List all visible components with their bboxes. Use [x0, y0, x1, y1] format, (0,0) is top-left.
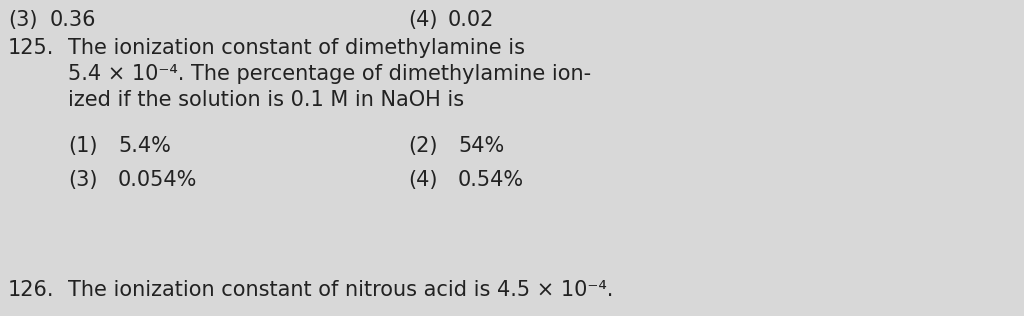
Text: 0.36: 0.36: [50, 10, 96, 30]
Text: 5.4%: 5.4%: [118, 136, 171, 156]
Text: 125.: 125.: [8, 38, 54, 58]
Text: (4): (4): [408, 10, 437, 30]
Text: (3): (3): [8, 10, 38, 30]
Text: ized if the solution is 0.1 M in NaOH is: ized if the solution is 0.1 M in NaOH is: [68, 90, 464, 110]
Text: 5.4 × 10⁻⁴. The percentage of dimethylamine ion-: 5.4 × 10⁻⁴. The percentage of dimethylam…: [68, 64, 591, 84]
Text: The ionization constant of nitrous acid is 4.5 × 10⁻⁴.: The ionization constant of nitrous acid …: [68, 280, 613, 300]
Text: The ionization constant of dimethylamine is: The ionization constant of dimethylamine…: [68, 38, 525, 58]
Text: 54%: 54%: [458, 136, 504, 156]
Text: 0.54%: 0.54%: [458, 170, 524, 190]
Text: 0.054%: 0.054%: [118, 170, 198, 190]
Text: (4): (4): [408, 170, 437, 190]
Text: 0.02: 0.02: [449, 10, 495, 30]
Text: 126.: 126.: [8, 280, 54, 300]
Text: (1): (1): [68, 136, 97, 156]
Text: (3): (3): [68, 170, 97, 190]
Text: (2): (2): [408, 136, 437, 156]
